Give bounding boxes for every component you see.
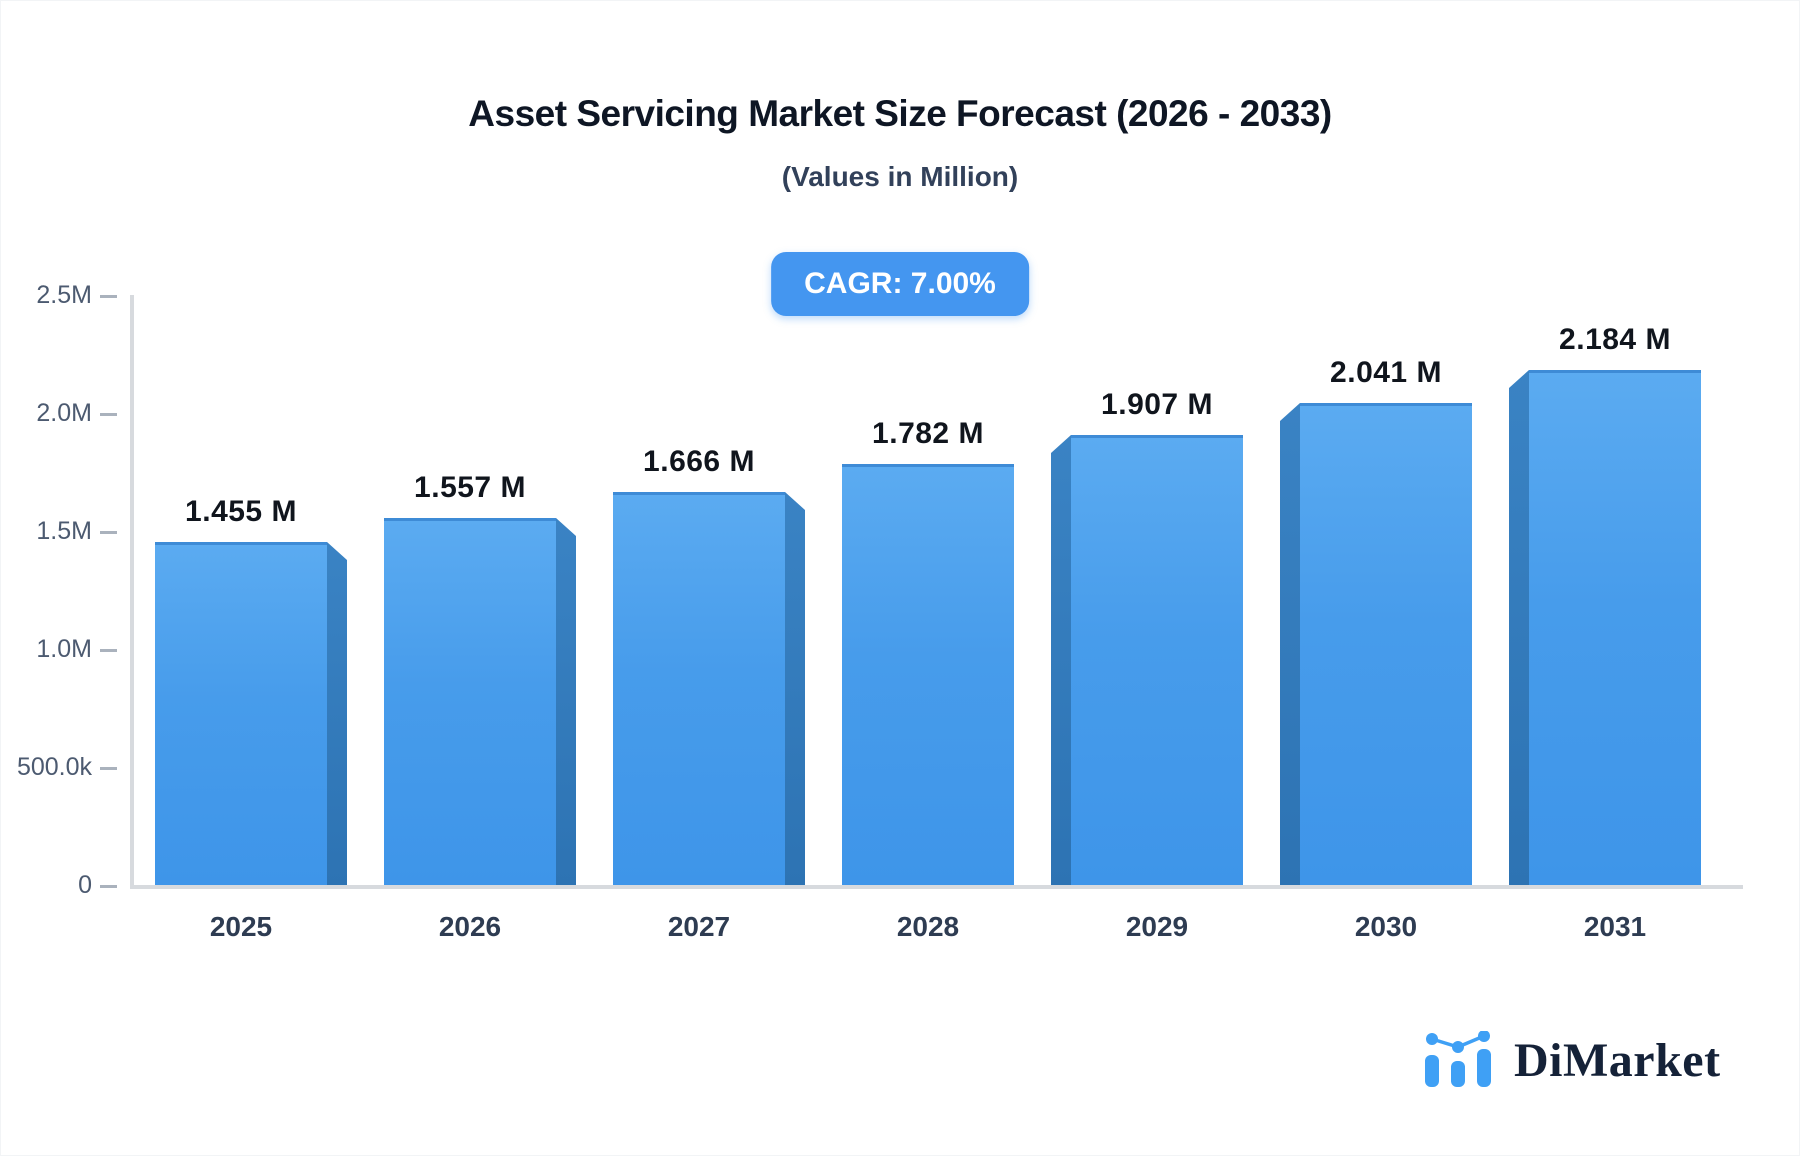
x-tick-label-2031: 2031	[1583, 911, 1647, 942]
bar-value-label: 1.557 M	[414, 471, 526, 504]
y-tick-dash	[100, 649, 117, 652]
bar-2026	[384, 518, 556, 885]
bar-side-2029	[1051, 435, 1071, 885]
bar-side-2030	[1280, 403, 1300, 885]
y-tick-dash	[100, 413, 117, 416]
dimarket-logo-icon	[1423, 1030, 1499, 1089]
brand-name: DiMarket	[1514, 1033, 1721, 1087]
bar-2031	[1529, 370, 1701, 885]
bar-2030	[1300, 403, 1472, 885]
bar-value-label: 2.184 M	[1559, 323, 1671, 356]
chart-title: Asset Servicing Market Size Forecast (20…	[468, 93, 1332, 134]
y-tick-label: 0	[78, 871, 92, 899]
x-tick-label-2027: 2027	[667, 911, 731, 942]
y-tick-dash	[100, 767, 117, 770]
bar-value-label: 1.782 M	[872, 417, 984, 450]
bar-value-label: 1.666 M	[643, 445, 755, 478]
x-tick-label-2028: 2028	[896, 911, 960, 942]
bar-2027	[613, 492, 785, 885]
brand-logo: DiMarket	[1423, 1030, 1721, 1089]
bar-value-label: 1.455 M	[185, 495, 297, 528]
bar-2029	[1071, 435, 1243, 885]
bar-value-label: 1.907 M	[1101, 388, 1213, 421]
x-tick-label-2029: 2029	[1125, 911, 1189, 942]
y-tick-label: 500.0k	[16, 753, 92, 781]
x-tick-label-2025: 2025	[209, 911, 273, 942]
y-tick-dash	[100, 295, 117, 298]
bar-2028	[842, 464, 1014, 885]
cagr-badge: CAGR: 7.00%	[771, 252, 1029, 316]
bar-side-2031	[1509, 370, 1529, 885]
bar-2025	[155, 542, 327, 885]
y-tick-label: 2.5M	[36, 281, 92, 309]
bar-value-label: 2.041 M	[1330, 356, 1442, 389]
chart-subtitle: (Values in Million)	[781, 161, 1019, 192]
bar-side-2025	[327, 542, 347, 885]
y-tick-label: 1.5M	[36, 517, 92, 545]
y-tick-dash	[100, 531, 117, 534]
y-tick-label: 2.0M	[36, 399, 92, 427]
y-axis-line	[130, 295, 134, 889]
bar-side-2027	[785, 492, 805, 885]
bar-side-2026	[556, 518, 576, 885]
y-tick-label: 1.0M	[36, 635, 92, 663]
x-tick-label-2030: 2030	[1354, 911, 1418, 942]
y-tick-dash	[100, 885, 117, 888]
x-tick-label-2026: 2026	[438, 911, 502, 942]
x-axis-line	[130, 885, 1743, 889]
